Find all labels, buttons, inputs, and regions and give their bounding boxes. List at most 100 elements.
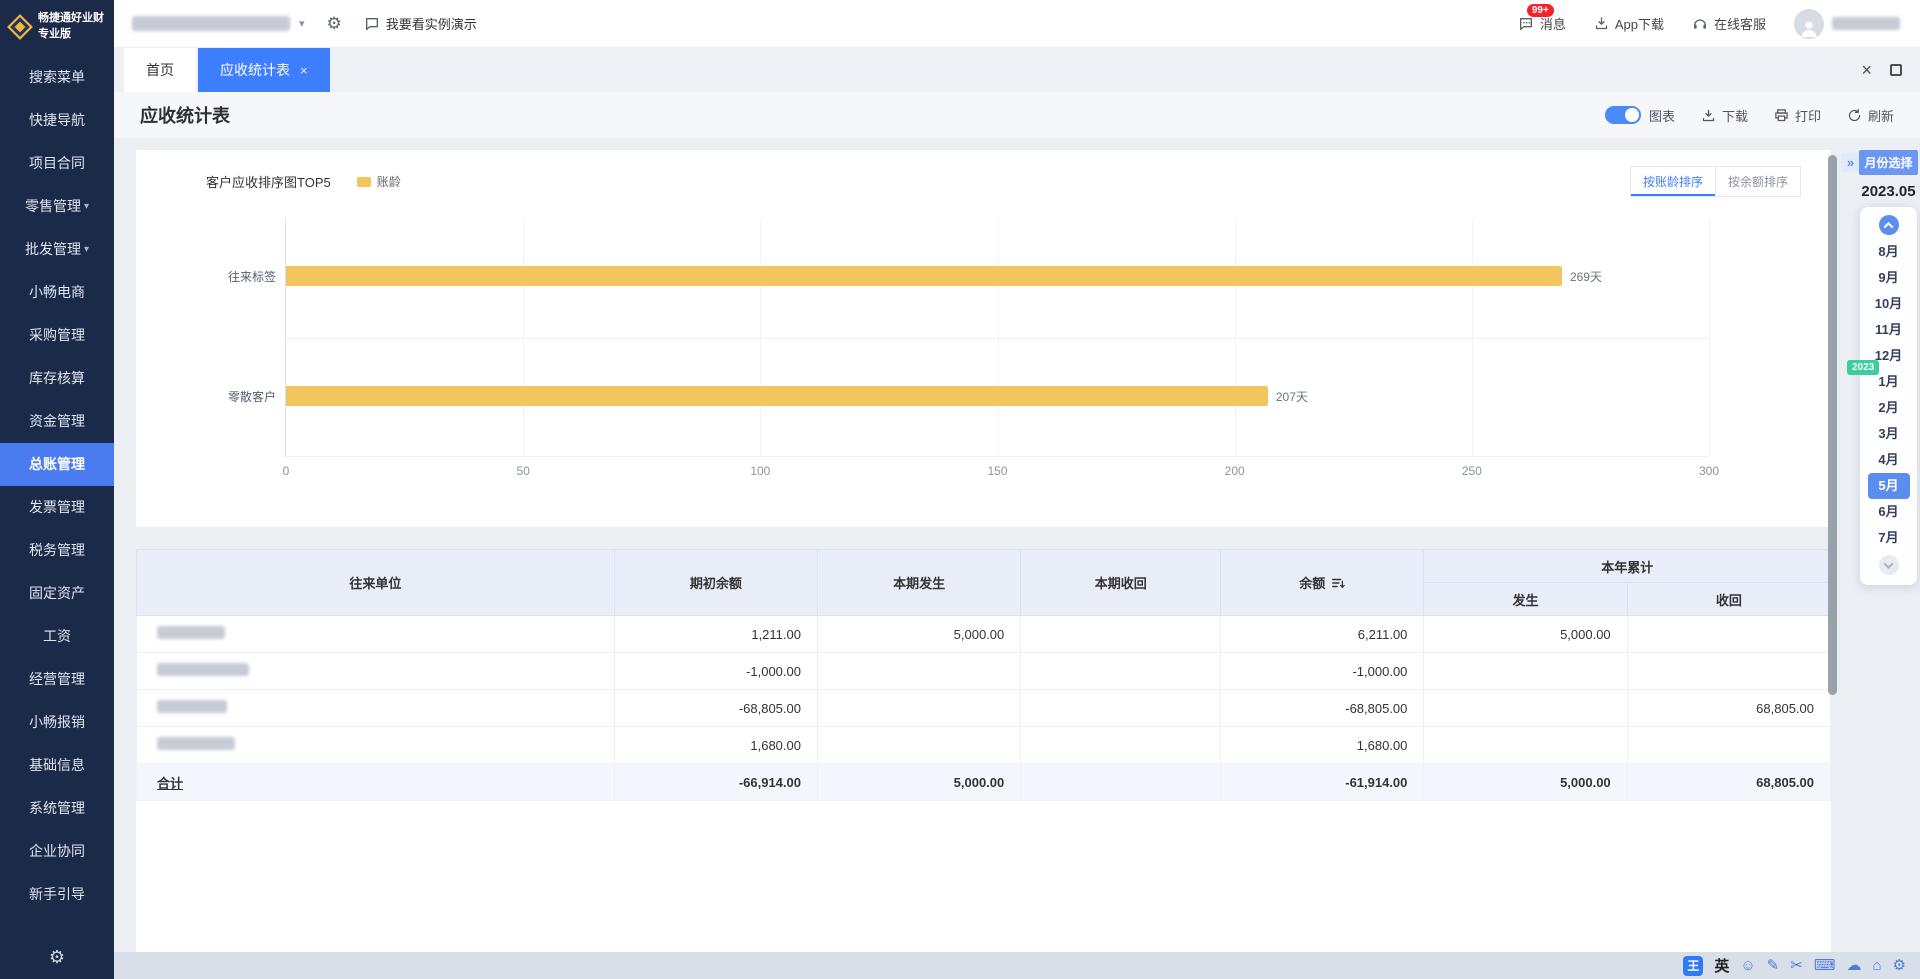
sidebar-item-0[interactable]: 搜索菜单	[0, 56, 114, 99]
table-row[interactable]: 1,211.00 5,000.00 6,211.00 5,000.00	[136, 615, 1831, 653]
amount-cell	[1020, 763, 1222, 801]
col-header-opening: 期初余额	[613, 549, 818, 616]
scissors-icon[interactable]: ✂	[1790, 957, 1803, 974]
collapse-panel-button[interactable]: »	[1841, 153, 1860, 172]
pen-icon[interactable]: ✎	[1766, 957, 1780, 974]
bar-value-label: 207天	[1275, 389, 1308, 404]
total-link[interactable]: 合计	[136, 763, 615, 801]
table-row[interactable]: -1,000.00 -1,000.00	[136, 652, 1831, 690]
amount-cell: -1,000.00	[1220, 652, 1425, 690]
month-item-1月[interactable]: 1月	[1878, 374, 1899, 389]
sort-by-age-tab[interactable]: 按账龄排序	[1630, 167, 1715, 196]
sidebar-item-4[interactable]: 批发管理 ▾	[0, 228, 114, 271]
legend-color-swatch	[356, 176, 371, 187]
month-item-7月[interactable]: 7月	[1878, 530, 1899, 545]
print-button[interactable]: 打印	[1774, 106, 1821, 125]
sidebar-item-1[interactable]: 快捷导航	[0, 99, 114, 142]
month-item-11月[interactable]: 11月	[1875, 322, 1902, 337]
col-header-unit: 往来单位	[136, 549, 615, 616]
sidebar-item-3[interactable]: 零售管理 ▾	[0, 185, 114, 228]
page-actions: 图表 下载 打印 刷新	[1604, 106, 1894, 125]
vertical-scrollbar-thumb[interactable]	[1828, 155, 1837, 695]
amount-cell: -61,914.00	[1220, 763, 1425, 801]
page-content: 客户应收排序图TOP5 账龄 按账龄排序 按余额排序 0 50 100 150 200 2…	[114, 138, 1920, 979]
sidebar-item-7[interactable]: 库存核算	[0, 357, 114, 400]
toolbox-icon[interactable]: ⌂	[1872, 957, 1882, 974]
message-icon	[1519, 17, 1532, 30]
ime-language-mode[interactable]: 英	[1714, 958, 1730, 975]
toggle-switch-on[interactable]	[1604, 106, 1641, 124]
month-item-3月[interactable]: 3月	[1878, 426, 1899, 441]
tab-receivables[interactable]: 应收统计表 ×	[198, 48, 330, 92]
chart-legend: 账龄	[356, 173, 401, 190]
month-item-2月[interactable]: 2月	[1878, 400, 1899, 415]
keyboard-icon[interactable]: ⌨	[1813, 957, 1836, 974]
refresh-button[interactable]: 刷新	[1847, 106, 1894, 125]
month-item-5月[interactable]: 5月	[1867, 473, 1910, 499]
amount-cell: -68,805.00	[613, 689, 818, 727]
sidebar-item-2[interactable]: 项目合同	[0, 142, 114, 185]
fullscreen-icon[interactable]	[1890, 64, 1902, 76]
sidebar-settings-gear-icon[interactable]: ⚙	[48, 946, 66, 967]
sidebar-item-17[interactable]: 系统管理	[0, 787, 114, 830]
sidebar-item-label: 库存核算	[29, 370, 85, 387]
cloud-icon[interactable]: ☁	[1846, 957, 1862, 974]
app-download-button[interactable]: App下载	[1594, 14, 1664, 33]
table-row[interactable]: -68,805.00 -68,805.00 68,805.00	[136, 689, 1831, 727]
tab-close-icon[interactable]: ×	[300, 62, 308, 78]
sidebar-item-label: 基础信息	[29, 757, 85, 774]
month-item-4月[interactable]: 4月	[1878, 452, 1899, 467]
ime-settings-gear-icon[interactable]: ⚙	[1892, 957, 1906, 974]
amount-cell	[816, 689, 1022, 727]
sidebar-item-16[interactable]: 基础信息	[0, 744, 114, 787]
sidebar-item-5[interactable]: 小畅电商	[0, 271, 114, 314]
sidebar-item-14[interactable]: 经营管理	[0, 658, 114, 701]
demo-link[interactable]: 我要看实例演示	[364, 14, 477, 33]
sidebar-item-13[interactable]: 工资	[0, 615, 114, 658]
legend-label: 账龄	[376, 175, 401, 189]
chart-toggle[interactable]: 图表	[1604, 106, 1675, 125]
taskbar-strip: 王 英 ☺ ✎ ✂ ⌨ ☁ ⌂ ⚙	[114, 952, 1920, 979]
table-row[interactable]: 1,680.00 1,680.00	[136, 726, 1831, 764]
sort-by-balance-tab[interactable]: 按余额排序	[1714, 167, 1800, 196]
emoji-icon[interactable]: ☺	[1740, 957, 1756, 974]
scroll-up-icon[interactable]	[1878, 215, 1899, 235]
sidebar-item-9[interactable]: 总账管理	[0, 442, 114, 486]
user-profile[interactable]	[1794, 8, 1900, 39]
page-header: 应收统计表 图表 下载 打印 刷新	[114, 92, 1920, 138]
company-selector[interactable]: ▾	[132, 16, 305, 31]
sidebar-item-10[interactable]: 发票管理	[0, 486, 114, 529]
sidebar-item-19[interactable]: 新手引导	[0, 873, 114, 916]
sort-icon[interactable]	[1331, 576, 1346, 590]
settings-gear-icon[interactable]: ⚙	[326, 13, 342, 33]
close-page-icon[interactable]: ×	[1861, 60, 1872, 80]
messages-button[interactable]: 99+ 消息	[1518, 4, 1566, 33]
amount-cell	[1020, 689, 1222, 727]
month-item-9月[interactable]: 9月	[1878, 270, 1899, 285]
sidebar-item-label: 新手引导	[29, 886, 85, 903]
col-header-balance: 余额	[1220, 549, 1425, 616]
sidebar-item-12[interactable]: 固定资产	[0, 572, 114, 615]
gridline-vertical	[523, 218, 525, 456]
sidebar-item-6[interactable]: 采购管理	[0, 314, 114, 357]
tab-home[interactable]: 首页	[124, 48, 196, 92]
month-item-8月[interactable]: 8月	[1878, 244, 1899, 259]
amount-cell	[816, 726, 1022, 764]
support-button[interactable]: 在线客服	[1692, 14, 1766, 33]
download-button[interactable]: 下载	[1701, 106, 1748, 125]
printer-icon	[1775, 108, 1788, 121]
col-header-ytd: 本年累计	[1423, 549, 1831, 583]
sidebar-item-18[interactable]: 企业协同	[0, 830, 114, 873]
amount-cell: 5,000.00	[1423, 615, 1628, 653]
month-item-6月[interactable]: 6月	[1878, 504, 1899, 519]
month-item-10月[interactable]: 10月	[1874, 296, 1903, 311]
ime-logo-icon[interactable]: 王	[1683, 955, 1704, 976]
topbar-right: 99+ 消息 App下载 在线客服	[1518, 4, 1900, 39]
month-item-12月[interactable]: 12月	[1874, 348, 1903, 363]
sidebar-item-8[interactable]: 资金管理	[0, 400, 114, 443]
scroll-down-icon[interactable]	[1878, 555, 1899, 575]
total-row: 合计 -66,914.00 5,000.00 -61,914.00 5,000.00 68…	[136, 763, 1831, 801]
sidebar-item-15[interactable]: 小畅报销	[0, 701, 114, 744]
sidebar-item-11[interactable]: 税务管理	[0, 529, 114, 572]
amount-cell: 1,211.00	[613, 615, 818, 653]
